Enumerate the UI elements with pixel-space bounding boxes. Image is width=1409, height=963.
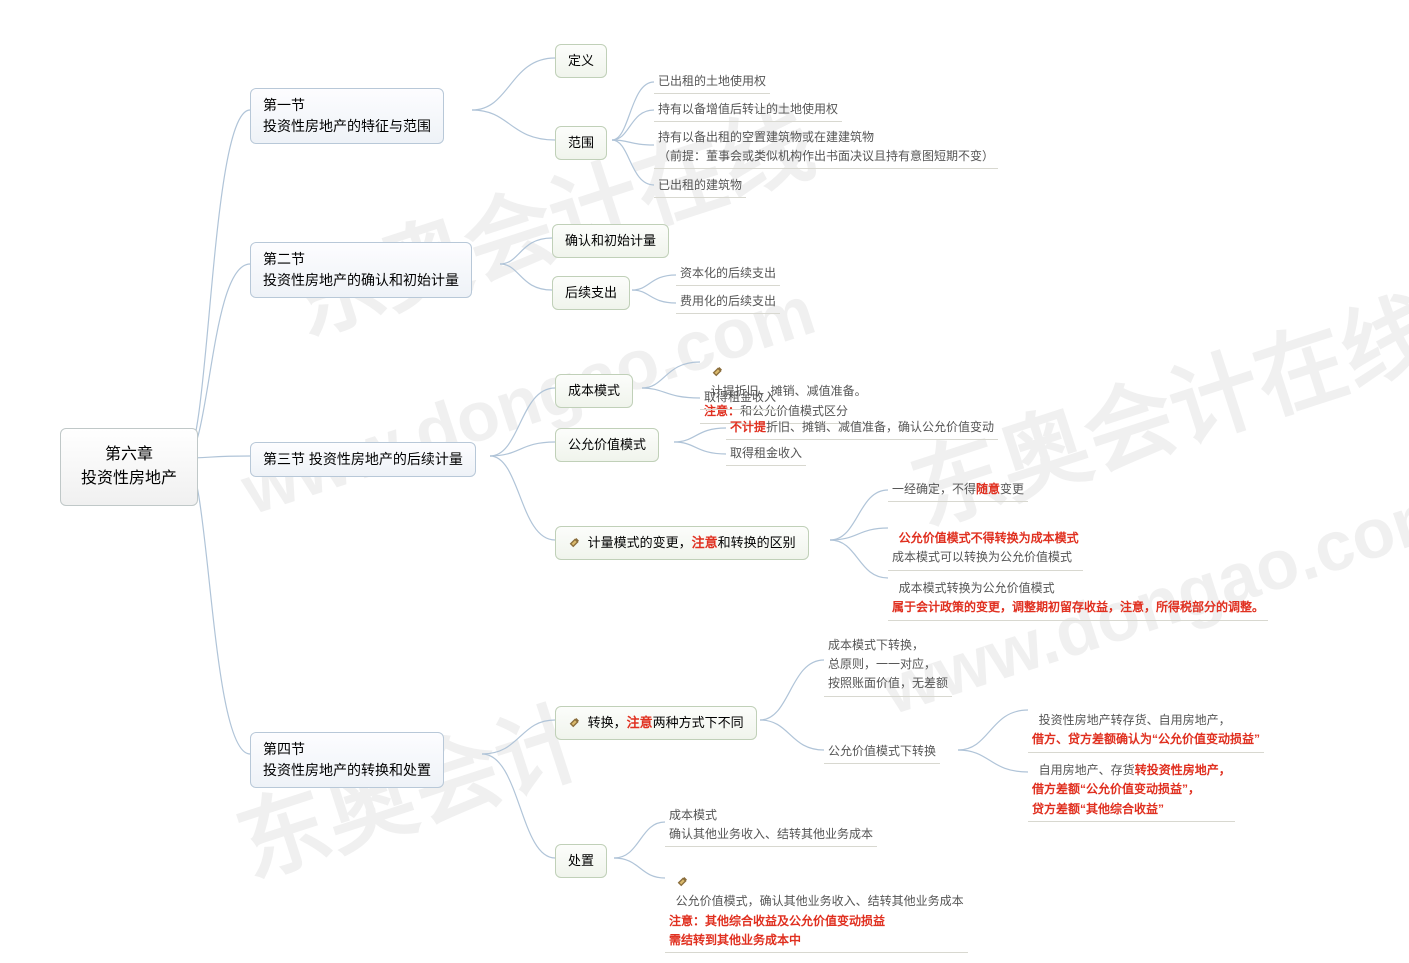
s3-fv-a-post: 折旧、摊销、减值准备，确认公允价值变动 [766, 420, 994, 434]
s3-cost-a: 计提折旧、摊销、减值准备。 注意：和公允价值模式区分 [700, 344, 871, 424]
s3-model-change: 计量模式的变更，注意和转换的区别 [555, 526, 809, 560]
root-line1: 第六章 [81, 443, 177, 467]
s4-conv-b2-pre: 自用房地产、存货 [1039, 763, 1135, 777]
s3-fv-a-hi: 不计提 [730, 420, 766, 434]
s1-title-l2: 投资性房地产的特征与范围 [263, 116, 431, 137]
section-4: 第四节 投资性房地产的转换和处置 [250, 732, 444, 788]
s3-fv-a: 不计提折旧、摊销、减值准备，确认公允价值变动 [726, 418, 998, 440]
s4-conv-b2: 自用房地产、存货转投资性房地产， 借方差额“公允价值变动损益”， 贷方差额“其他… [1028, 742, 1235, 822]
watermark: 东奥会计在线 [893, 260, 1409, 551]
s1-scope-c: 持有以备出租的空置建筑物或在建建筑物 （前提：董事会或类似机构作出书面决议且持有… [654, 128, 998, 169]
s3-chg-hi: 注意 [692, 535, 718, 550]
s3-chg-post: 和转换的区别 [718, 535, 796, 550]
root-node: 第六章 投资性房地产 [60, 428, 198, 506]
s4-title-l1: 第四节 [263, 739, 431, 760]
gavel-icon [568, 535, 582, 549]
s4-conversion: 转换，注意两种方式下不同 [555, 706, 757, 740]
s3-fv-b: 取得租金收入 [726, 444, 806, 466]
s4-conv-b2-hi1: 转投资性房地产， [1135, 763, 1231, 777]
s4-disp-a: 成本模式 确认其他业务收入、结转其他业务成本 [665, 806, 877, 847]
s2-cap: 资本化的后续支出 [676, 264, 780, 286]
s3-chg-c: 成本模式转换为公允价值模式 属于会计政策的变更，调整期初留存收益，注意，所得税部… [888, 560, 1268, 621]
s1-scope-a: 已出租的土地使用权 [654, 72, 770, 94]
section-2: 第二节 投资性房地产的确认和初始计量 [250, 242, 472, 298]
s3-chg-c-pre: 成本模式转换为公允价值模式 [899, 581, 1055, 595]
s3-cost-b: 取得租金收入 [700, 388, 780, 410]
s4-conv-a: 成本模式下转换， 总原则，一一对应， 按照账面价值，无差额 [824, 636, 952, 697]
s3-chg-a-post: 变更 [1000, 482, 1024, 496]
s2-title-l1: 第二节 [263, 249, 459, 270]
s3-cost-model: 成本模式 [555, 374, 633, 408]
s4-conv-b2-hi2: 借方差额“公允价值变动损益”， 贷方差额“其他综合收益” [1032, 782, 1200, 815]
s2-recognition: 确认和初始计量 [552, 224, 669, 258]
s2-subsequent: 后续支出 [552, 276, 630, 310]
s4-disp-b: 公允价值模式，确认其他业务收入、结转其他业务成本 注意：其他综合收益及公允价值变… [665, 854, 968, 953]
s1-definition: 定义 [555, 44, 607, 78]
s4-disp-b-pre: 公允价值模式，确认其他业务收入、结转其他业务成本 [676, 894, 964, 908]
s4-disp-b-hi: 注意：其他综合收益及公允价值变动损益 需结转到其他业务成本中 [669, 914, 885, 947]
s4-conv-hi: 注意 [627, 715, 653, 730]
s1-scope-b: 持有以备增值后转让的土地使用权 [654, 100, 842, 122]
s3-chg-b-hi: 公允价值模式不得转换为成本模式 [899, 531, 1079, 545]
section-3: 第三节 投资性房地产的后续计量 [250, 442, 476, 477]
gavel-icon [568, 715, 582, 729]
s4-conv-b1-pre: 投资性房地产转存货、自用房地产， [1039, 713, 1231, 727]
s4-title-l2: 投资性房地产的转换和处置 [263, 760, 431, 781]
root-line2: 投资性房地产 [81, 467, 177, 491]
s2-expense: 费用化的后续支出 [676, 292, 780, 314]
s3-fv-model: 公允价值模式 [555, 428, 659, 462]
s3-chg-a-hi: 随意 [976, 482, 1000, 496]
gavel-icon [711, 364, 725, 378]
s3-chg-pre: 计量模式的变更， [588, 535, 692, 550]
s4-disposal: 处置 [555, 844, 607, 878]
s4-conv-b: 公允价值模式下转换 [824, 742, 940, 764]
section-1: 第一节 投资性房地产的特征与范围 [250, 88, 444, 144]
s3-chg-c-hi: 属于会计政策的变更，调整期初留存收益，注意，所得税部分的调整。 [892, 600, 1264, 614]
s4-conv-post: 两种方式下不同 [653, 715, 744, 730]
s2-title-l2: 投资性房地产的确认和初始计量 [263, 270, 459, 291]
s1-title-l1: 第一节 [263, 95, 431, 116]
s1-scope-d: 已出租的建筑物 [654, 176, 746, 198]
s3-chg-a: 一经确定，不得随意变更 [888, 480, 1028, 502]
s4-conv-pre: 转换， [588, 715, 627, 730]
s1-scope: 范围 [555, 126, 607, 160]
gavel-icon [676, 874, 690, 888]
s3-chg-a-pre: 一经确定，不得 [892, 482, 976, 496]
